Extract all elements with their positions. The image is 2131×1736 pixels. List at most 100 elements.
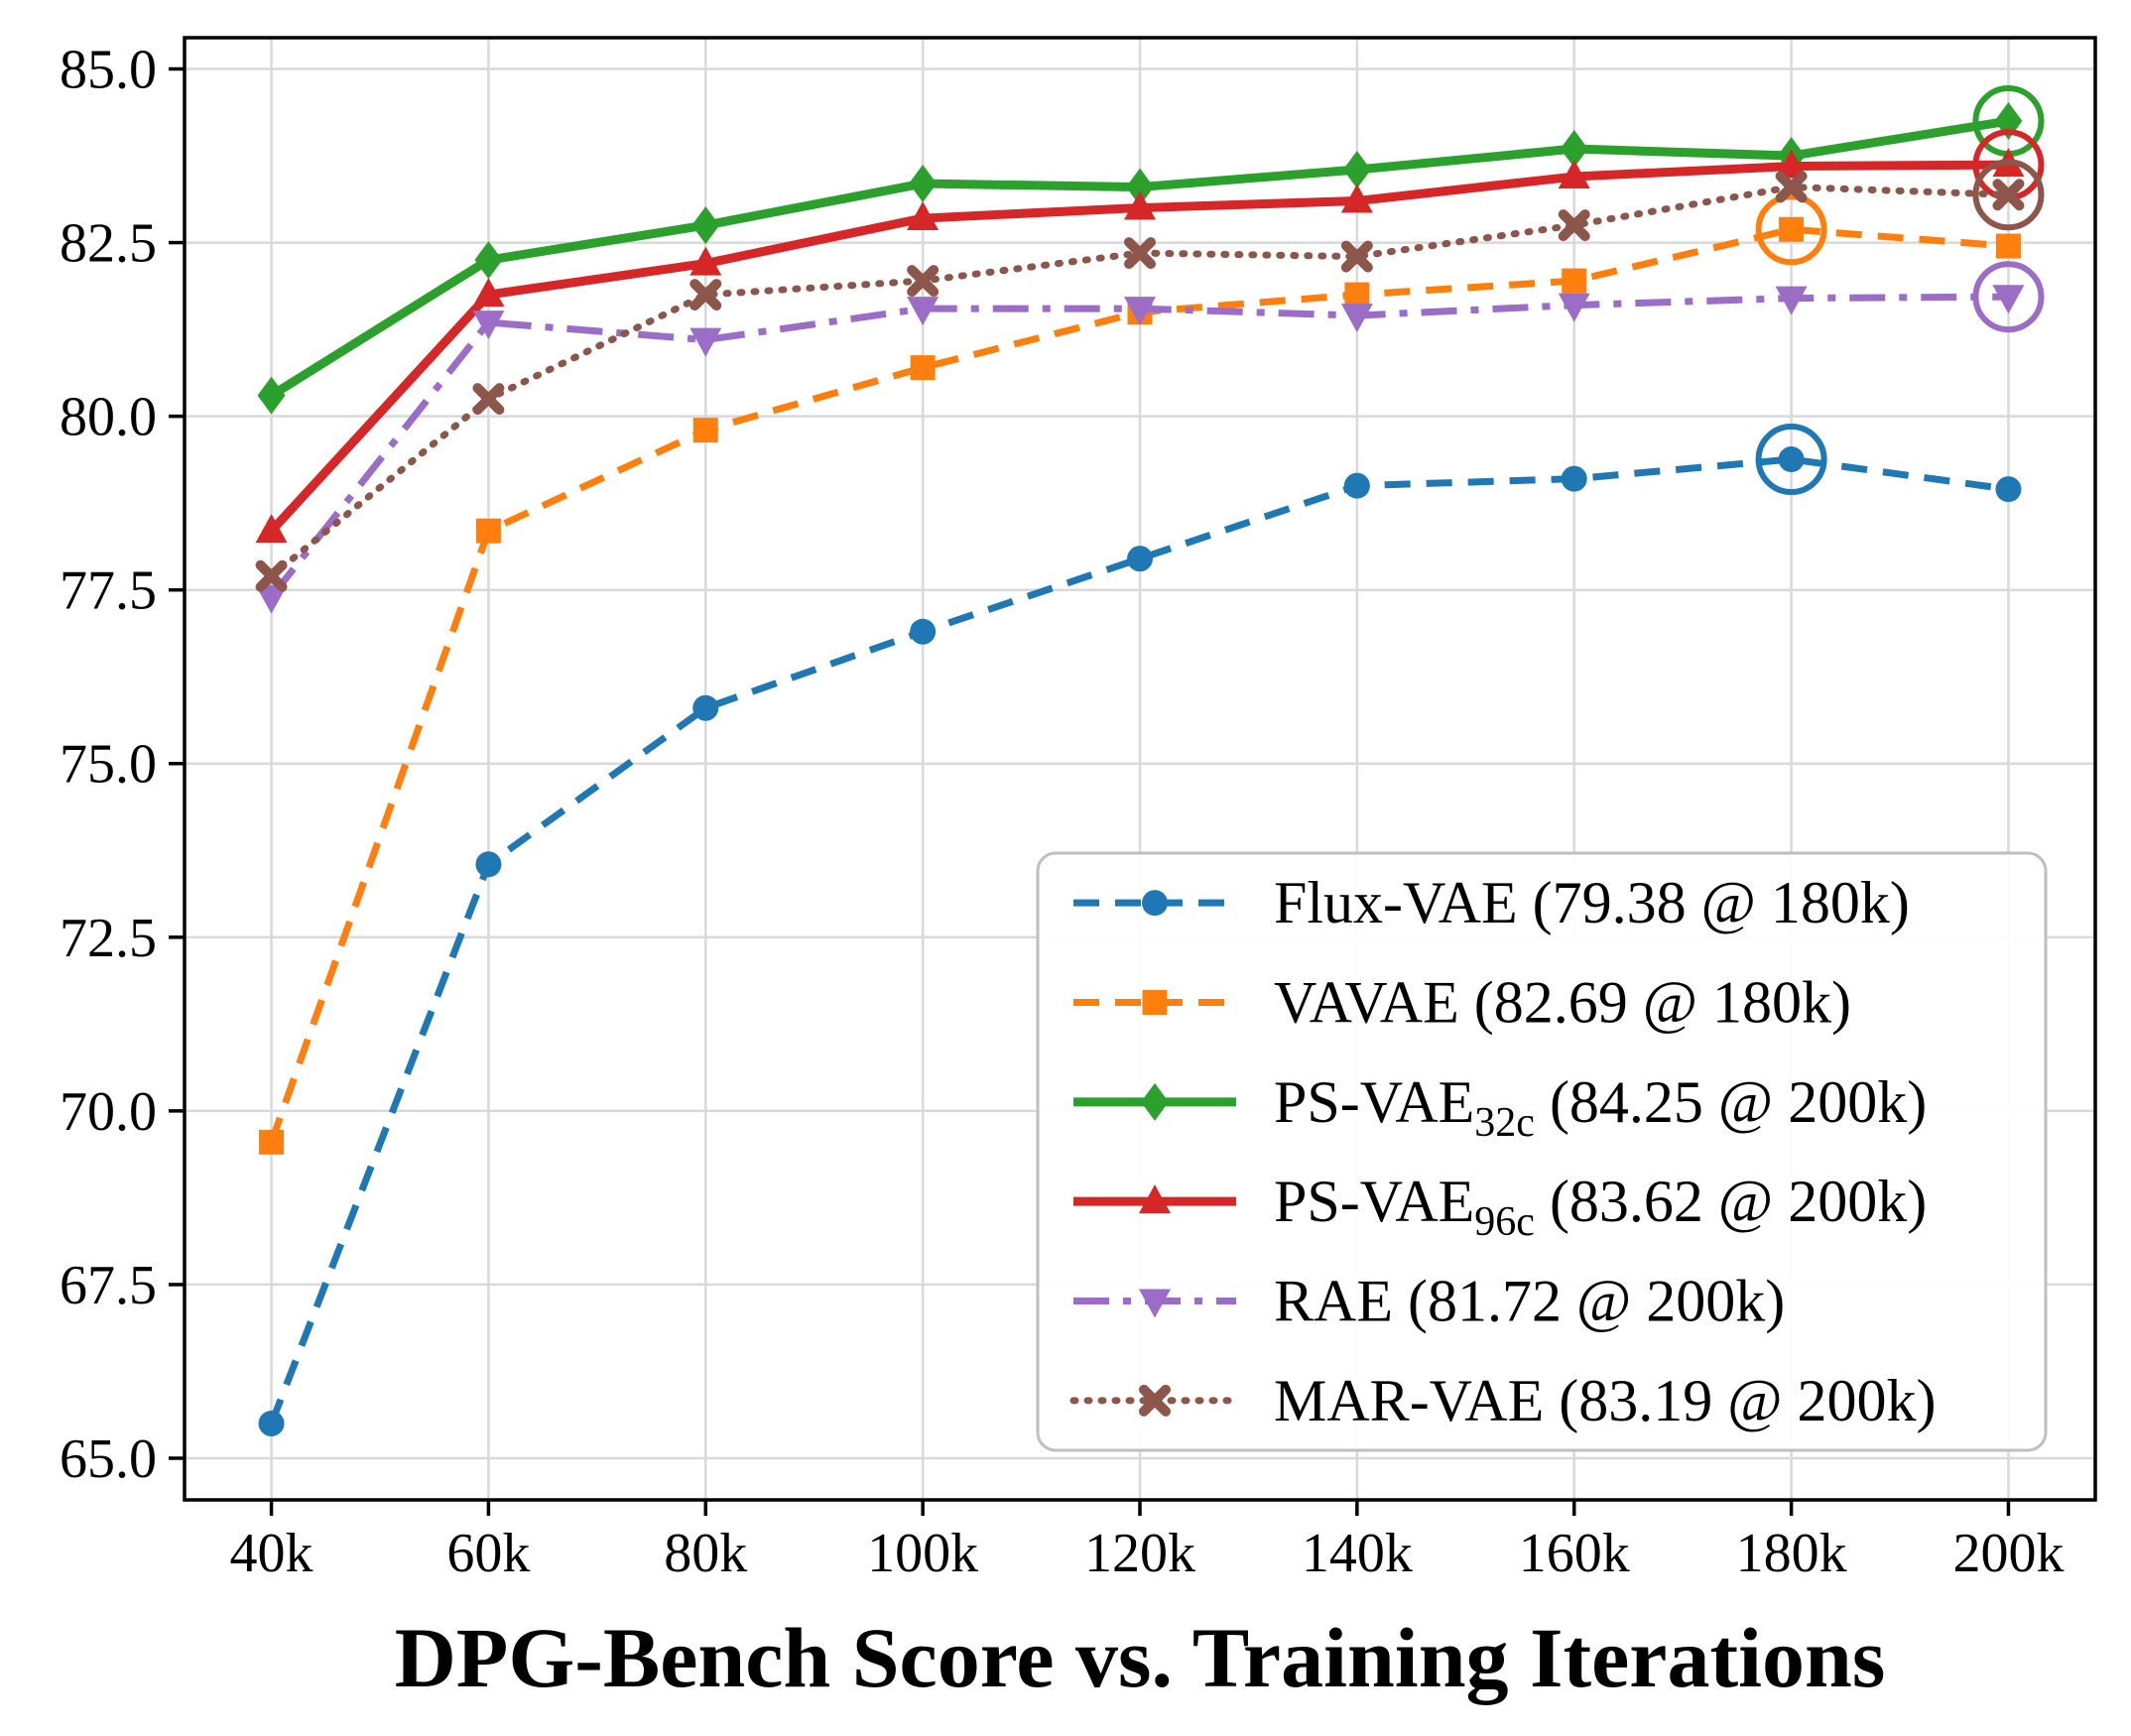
y-tick-label: 70.0 — [60, 1081, 157, 1143]
marker-rae — [1340, 304, 1373, 333]
legend-entry-mar-vae: MAR-VAE (83.19 @ 200k) — [1069, 1368, 1936, 1433]
marker-rae — [472, 310, 505, 340]
marker-flux-vae — [258, 1410, 285, 1436]
marker-ps-vae-32c — [1126, 168, 1154, 206]
marker-rae — [1124, 297, 1156, 326]
marker-ps-vae-32c — [909, 165, 938, 203]
marker-ps-vae-96c — [689, 246, 722, 276]
marker-mar-vae — [1124, 237, 1156, 270]
legend: Flux-VAE (79.38 @ 180k) VAVAE (82.69 @ 18… — [1036, 851, 2048, 1452]
series-line-flux-vae — [268, 455, 2009, 1426]
marker-vavae — [692, 418, 718, 443]
marker-rae — [1775, 286, 1808, 315]
series-flux-vae — [258, 424, 2022, 1436]
marker-vavae — [1779, 216, 1805, 242]
legend-entry-vavae: VAVAE (82.69 @ 180k) — [1073, 970, 1851, 1036]
marker-ps-vae-96c — [1558, 160, 1590, 189]
x-tick-label: 180k — [1736, 1523, 1847, 1584]
marker-ps-vae-96c — [1340, 184, 1373, 213]
marker-ps-vae-96c — [1124, 190, 1156, 220]
series-mar-vae — [255, 159, 2045, 592]
x-tick-label: 60k — [446, 1523, 530, 1584]
y-tick-label: 67.5 — [60, 1255, 157, 1316]
marker-flux-vae — [1995, 476, 2022, 503]
legend-label-flux-vae: Flux-VAE (79.38 @ 180k) — [1274, 870, 1910, 935]
legend-box — [1036, 851, 2048, 1452]
legend-label-rae: RAE (81.72 @ 200k) — [1274, 1269, 1785, 1334]
legend-entry-flux-vae: Flux-VAE (79.38 @ 180k) — [1073, 870, 1910, 935]
marker-flux-vae — [1343, 472, 1370, 499]
marker-rae — [1139, 1289, 1171, 1318]
y-tick-label: 82.5 — [60, 213, 157, 275]
marker-mar-vae — [1139, 1384, 1171, 1417]
marker-rae — [689, 327, 722, 357]
marker-flux-vae — [475, 851, 502, 878]
marker-vavae — [1344, 282, 1370, 308]
marker-vavae — [259, 1129, 285, 1155]
marker-mar-vae — [1340, 240, 1373, 273]
marker-mar-vae — [907, 265, 940, 298]
marker-flux-vae — [692, 694, 719, 721]
x-tick-label: 160k — [1519, 1523, 1630, 1584]
x-tick-label: 140k — [1302, 1523, 1413, 1584]
marker-ps-vae-32c — [257, 376, 286, 415]
x-tick-label: 40k — [230, 1523, 313, 1584]
chart-title: DPG-Bench Score vs. Training Iterations — [395, 1610, 1886, 1705]
marker-ps-vae-96c — [907, 201, 940, 231]
legend-entry-ps-vae-32c: PS-VAE32c (84.25 @ 200k) — [1073, 1069, 1927, 1146]
marker-ps-vae-32c — [1342, 151, 1371, 189]
marker-vavae — [1562, 268, 1587, 294]
marker-vavae — [910, 355, 936, 381]
legend-label-ps-vae-32c: PS-VAE32c (84.25 @ 200k) — [1274, 1069, 1927, 1146]
x-tick-label: 120k — [1084, 1523, 1195, 1584]
marker-flux-vae — [1127, 546, 1153, 572]
marker-vavae — [475, 518, 501, 544]
y-tick-label: 72.5 — [60, 908, 157, 969]
y-tick-label: 85.0 — [60, 40, 157, 101]
marker-ps-vae-32c — [1560, 130, 1588, 169]
legend-label-mar-vae: MAR-VAE (83.19 @ 200k) — [1274, 1368, 1936, 1433]
marker-rae — [255, 584, 288, 614]
marker-mar-vae — [1558, 209, 1590, 242]
best-point-ring-mar-vae — [1972, 159, 2045, 231]
legend-label-ps-vae-96c: PS-VAE96c (83.62 @ 200k) — [1274, 1169, 1927, 1245]
y-tick-label: 65.0 — [60, 1428, 157, 1490]
marker-vavae — [1142, 990, 1168, 1015]
marker-ps-vae-96c — [1775, 149, 1808, 179]
marker-flux-vae — [1561, 465, 1587, 492]
best-point-ring-flux-vae — [1755, 424, 1827, 496]
x-tick-label: 80k — [664, 1523, 747, 1584]
marker-ps-vae-32c — [691, 206, 720, 245]
best-point-ring-rae — [1972, 261, 2045, 333]
y-tick-label: 75.0 — [60, 734, 157, 796]
axis-ticks: 65.0 67.5 70.0 72.5 75.0 77.5 80.0 82.5 85.0 40k 6… — [60, 40, 2064, 1584]
series-layer — [255, 85, 2045, 1436]
marker-mar-vae — [255, 559, 288, 592]
marker-flux-vae — [1142, 890, 1168, 917]
marker-ps-vae-32c — [1141, 1082, 1169, 1121]
legend-label-vavae: VAVAE (82.69 @ 180k) — [1274, 970, 1851, 1036]
series-ps-vae-32c — [257, 85, 2045, 415]
y-tick-label: 77.5 — [60, 560, 157, 622]
marker-rae — [907, 297, 940, 326]
series-rae — [255, 261, 2045, 614]
marker-mar-vae — [1775, 171, 1808, 203]
marker-mar-vae — [472, 383, 505, 416]
y-tick-label: 80.0 — [60, 387, 157, 448]
marker-flux-vae — [1778, 446, 1805, 473]
marker-rae — [1558, 293, 1590, 322]
x-tick-label: 100k — [867, 1523, 978, 1584]
marker-ps-vae-96c — [1139, 1184, 1171, 1214]
legend-entry-ps-vae-96c: PS-VAE96c (83.62 @ 200k) — [1073, 1169, 1927, 1245]
best-point-ring-vavae — [1755, 193, 1827, 266]
marker-ps-vae-96c — [255, 514, 288, 544]
legend-entry-rae: RAE (81.72 @ 200k) — [1073, 1269, 1785, 1334]
x-tick-label: 200k — [1952, 1523, 2064, 1584]
marker-flux-vae — [910, 618, 937, 645]
marker-ps-vae-96c — [472, 278, 505, 308]
marker-ps-vae-32c — [474, 241, 503, 280]
marker-vavae — [1995, 233, 2021, 259]
marker-mar-vae — [1992, 179, 2025, 211]
